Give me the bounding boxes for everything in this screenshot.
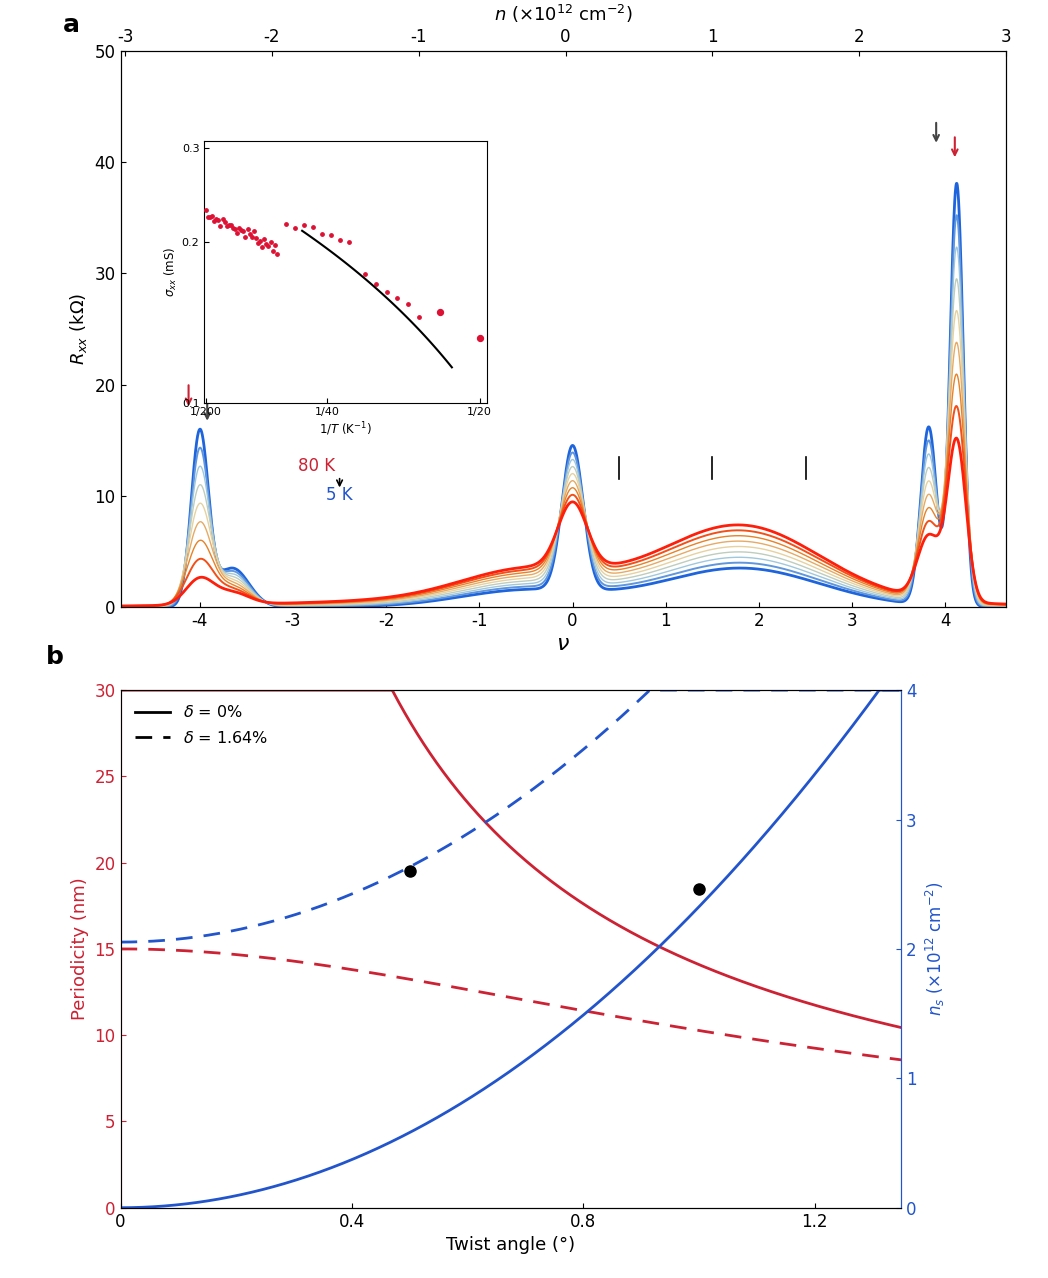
Point <box>296 215 312 235</box>
Y-axis label: $n_s$ ($\times$10$^{12}$ cm$^{-2}$): $n_s$ ($\times$10$^{12}$ cm$^{-2}$) <box>923 882 946 1016</box>
Point <box>222 215 239 235</box>
Y-axis label: Periodicity (nm): Periodicity (nm) <box>71 878 89 1020</box>
Point <box>287 217 304 238</box>
Text: b: b <box>46 645 64 670</box>
Point <box>341 231 357 252</box>
Y-axis label: $\sigma_{xx}$ (mS): $\sigma_{xx}$ (mS) <box>162 247 179 296</box>
Point <box>268 244 285 265</box>
Point <box>256 229 272 249</box>
Y-axis label: $R_{xx}$ (k$\Omega$): $R_{xx}$ (k$\Omega$) <box>68 293 89 366</box>
Point <box>239 219 256 239</box>
Point <box>323 225 340 245</box>
Point <box>313 224 330 244</box>
Point <box>332 230 349 250</box>
Text: 5 K: 5 K <box>326 487 352 505</box>
Point <box>228 222 245 243</box>
Point <box>266 235 283 256</box>
X-axis label: Twist angle (°): Twist angle (°) <box>446 1236 575 1254</box>
Point <box>389 288 406 308</box>
Point <box>231 219 247 239</box>
Point <box>399 294 416 314</box>
Point <box>254 238 270 258</box>
Point <box>233 220 249 240</box>
Point <box>252 230 268 250</box>
Point <box>243 226 260 247</box>
Point <box>208 210 224 230</box>
Point <box>199 207 216 227</box>
Point <box>262 231 279 252</box>
Point <box>226 219 243 239</box>
X-axis label: $\nu$: $\nu$ <box>556 634 570 654</box>
Point <box>264 240 281 261</box>
Point <box>411 307 428 327</box>
Point <box>220 215 237 235</box>
Point <box>237 226 254 247</box>
Legend: $\delta$ = 0%, $\delta$ = 1.64%: $\delta$ = 0%, $\delta$ = 1.64% <box>129 698 275 753</box>
Point <box>368 273 385 294</box>
Point <box>378 282 395 303</box>
Point <box>212 216 228 236</box>
Point <box>214 210 231 230</box>
Text: a: a <box>63 13 80 37</box>
Point <box>197 201 214 221</box>
Point <box>235 221 252 242</box>
Point <box>203 206 220 226</box>
Point <box>357 263 374 284</box>
Point <box>205 211 222 231</box>
Point <box>201 206 218 226</box>
X-axis label: $n$ ($\times$10$^{12}$ cm$^{-2}$): $n$ ($\times$10$^{12}$ cm$^{-2}$) <box>494 4 633 26</box>
Point <box>278 213 294 234</box>
Point <box>432 302 449 322</box>
Point <box>245 221 262 242</box>
Point <box>210 210 226 230</box>
Point <box>305 217 322 238</box>
Text: 80 K: 80 K <box>298 458 334 475</box>
X-axis label: $1/T$ (K$^{-1}$): $1/T$ (K$^{-1}$) <box>320 420 372 438</box>
Point <box>258 234 275 254</box>
Point <box>218 216 235 236</box>
Point <box>224 217 241 238</box>
Point <box>472 328 488 349</box>
Point <box>260 235 277 256</box>
Point <box>249 233 266 253</box>
Point <box>247 227 264 248</box>
Point <box>241 224 258 244</box>
Point <box>216 211 233 231</box>
